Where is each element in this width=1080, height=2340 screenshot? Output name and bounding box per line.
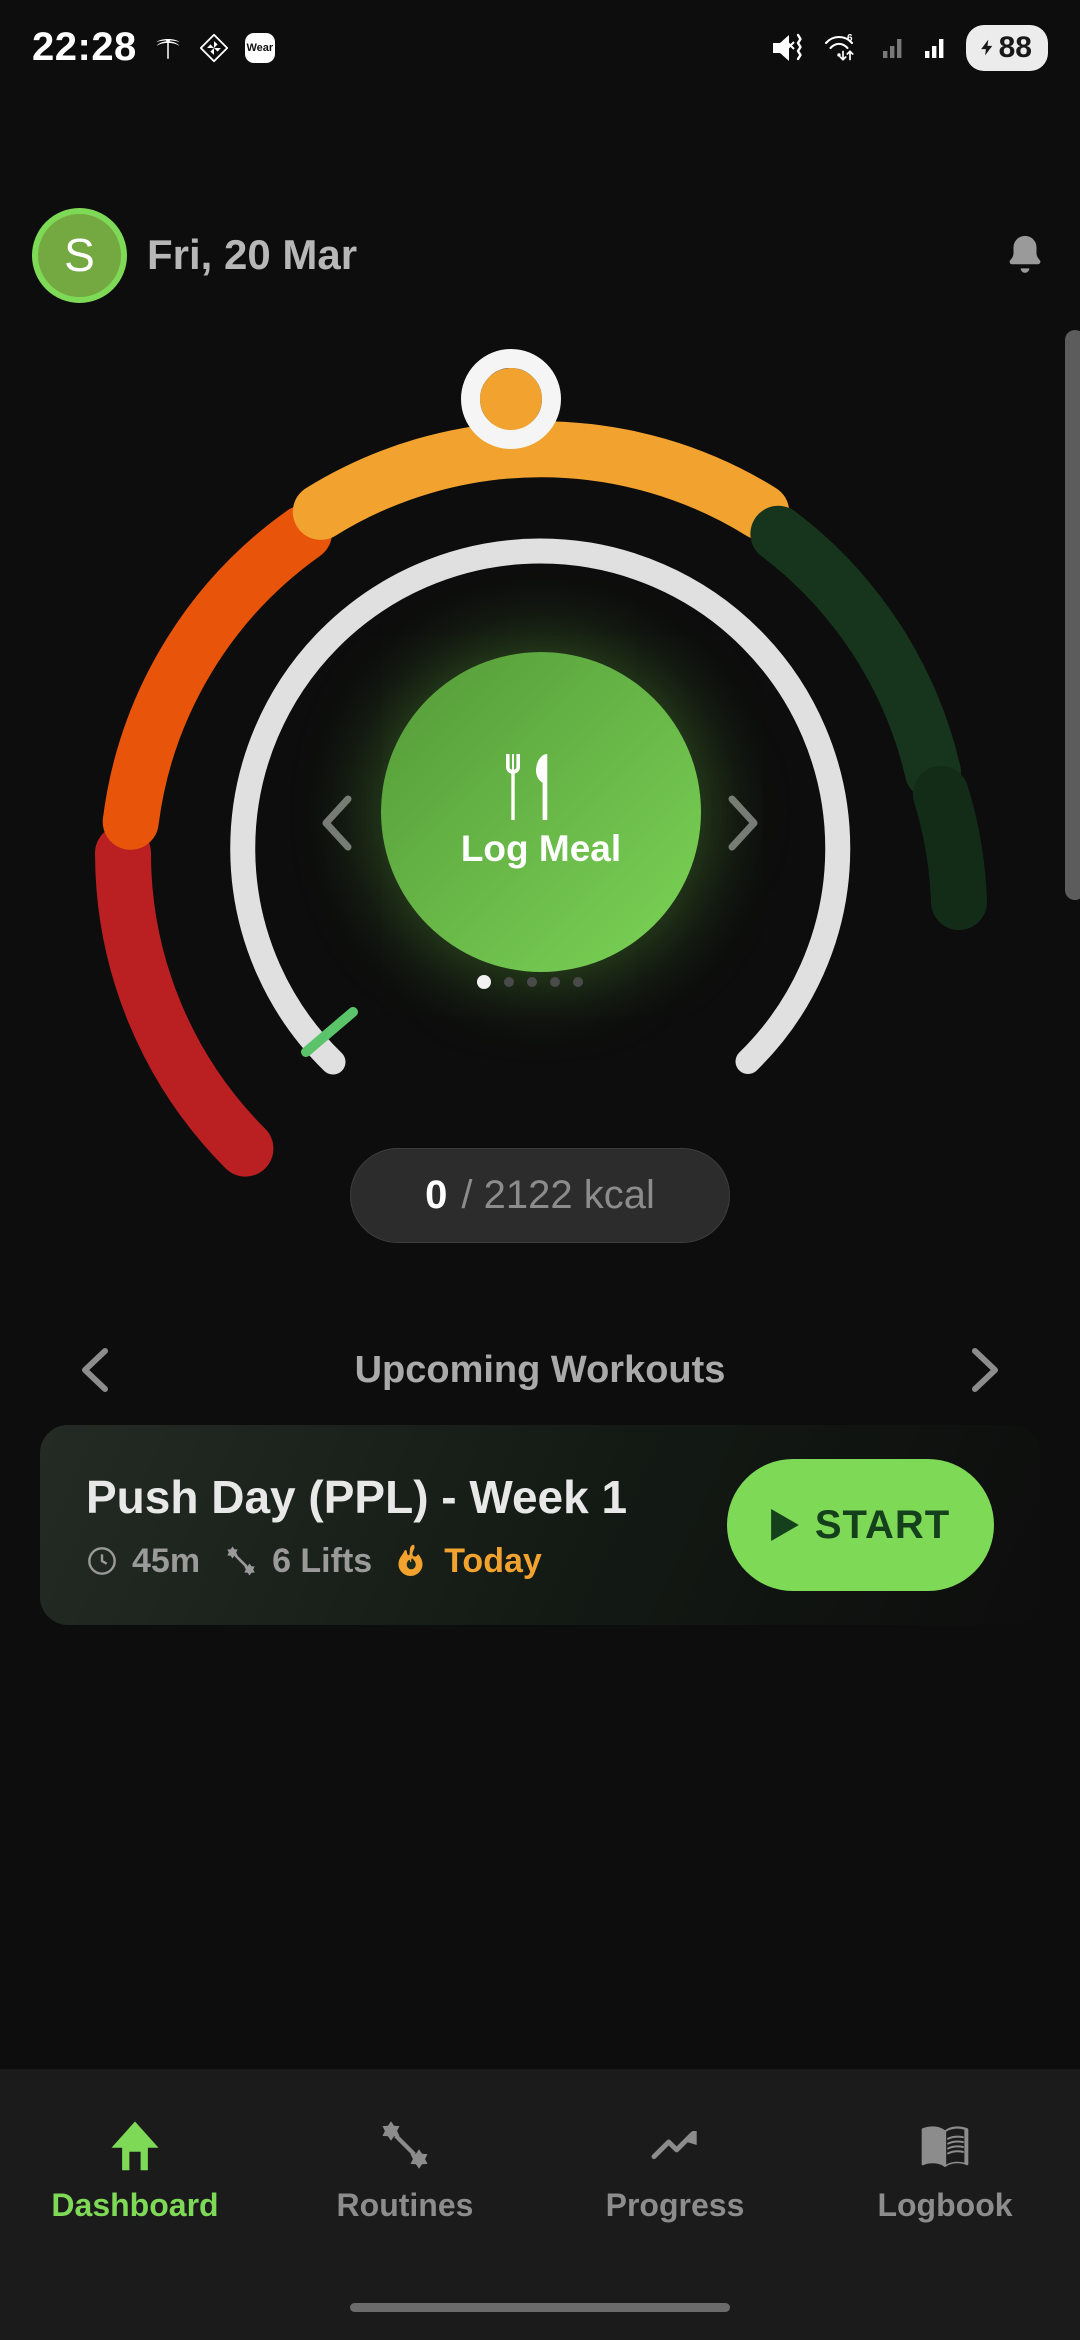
svg-text:6: 6 bbox=[847, 33, 853, 44]
